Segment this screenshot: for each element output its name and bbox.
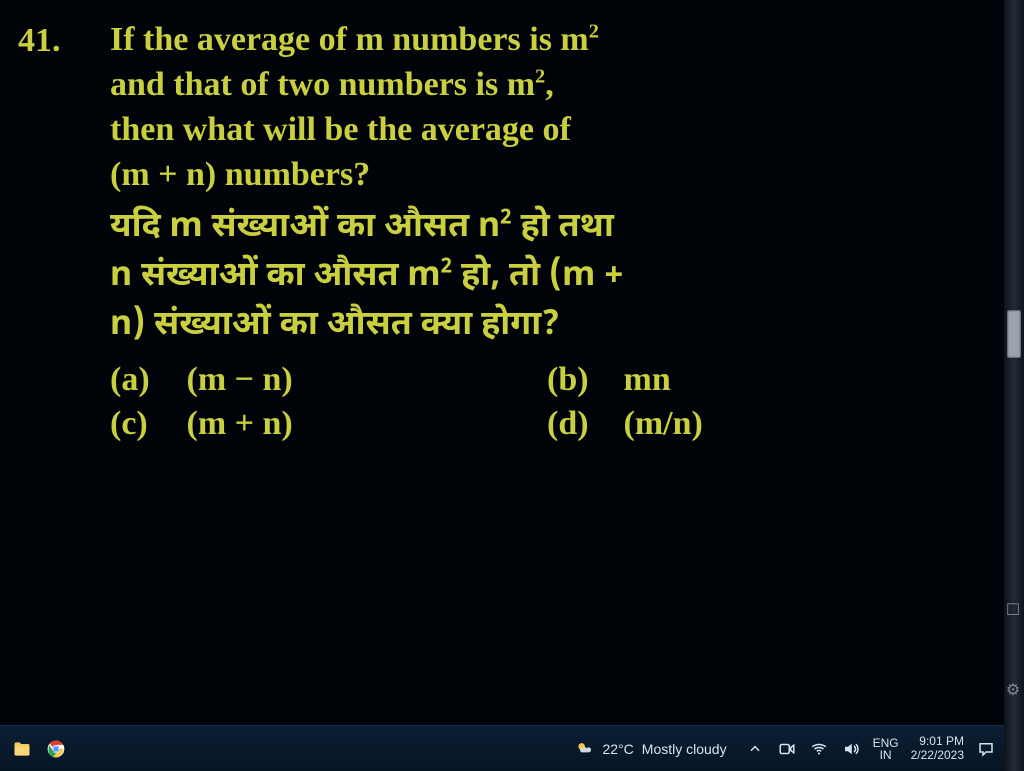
lang-top: ENG [873,737,899,749]
option-b-text: mn [624,361,671,398]
q-en-sup2: 2 [535,66,545,88]
option-b[interactable]: (b) mn [547,361,924,399]
language-indicator[interactable]: ENG IN [873,737,899,761]
q-en-part2: and that of two numbers is m [110,66,535,103]
option-a[interactable]: (a) (m − n) [110,361,487,399]
question-hindi: यदि m संख्याओं का औसत n2 हो तथा n संख्या… [110,204,924,352]
question-number: 41. [18,22,61,60]
lang-bottom: IN [880,749,892,761]
q-hi-part1b: हो तथा [512,206,614,250]
option-d[interactable]: (d) (m/n) [547,405,924,443]
option-d-label: (d) [547,405,615,443]
meet-now-icon[interactable] [777,739,797,759]
taskbar-left [0,739,66,759]
chrome-icon[interactable] [46,739,66,759]
scrollbar-thumb[interactable] [1007,310,1021,358]
system-tray: ENG IN 9:01 PM 2/22/2023 [745,735,1004,763]
file-explorer-icon[interactable] [12,739,32,759]
app-screen: 41. If the average of m numbers is m2 an… [0,0,1004,771]
q-en-part3: then what will be the average of [110,111,571,148]
q-en-part4: (m + n) numbers? [110,156,370,193]
wifi-icon[interactable] [809,739,829,759]
right-edge: ☐ ⚙ [1004,0,1024,771]
question-block: If the average of m numbers is m2 and th… [110,18,924,443]
side-glyph-2: ⚙ [1004,680,1022,700]
q-en-comma: , [545,66,554,103]
q-hi-part3: n) संख्याओं का औसत क्या होगा? [110,304,560,348]
weather-temp: 22°C [603,741,634,757]
weather-cloud-icon [575,739,595,759]
volume-icon[interactable] [841,739,861,759]
option-c-text: (m + n) [187,405,293,442]
side-glyph-1: ☐ [1004,600,1022,620]
q-hi-sup1: 2 [500,206,512,232]
weather-widget[interactable]: 22°C Mostly cloudy [575,739,727,759]
weather-text: Mostly cloudy [642,741,727,757]
clock[interactable]: 9:01 PM 2/22/2023 [911,735,964,763]
q-hi-sup2: 2 [441,255,453,281]
question-area: 41. If the average of m numbers is m2 an… [0,0,1004,771]
chevron-up-icon[interactable] [745,739,765,759]
option-c[interactable]: (c) (m + n) [110,405,487,443]
options-grid: (a) (m − n) (b) mn (c) (m + n) (d) (m/n) [110,361,924,443]
q-en-sup1: 2 [589,21,599,43]
option-c-label: (c) [110,405,178,443]
taskbar: 22°C Mostly cloudy ENG IN 9:01 PM 2/22 [0,725,1004,771]
question-english: If the average of m numbers is m2 and th… [110,18,924,198]
clock-date: 2/22/2023 [911,749,964,763]
q-en-part1: If the average of m numbers is m [110,21,589,58]
q-hi-part1: यदि m संख्याओं का औसत n [110,206,500,250]
clock-time: 9:01 PM [919,735,964,749]
q-hi-part2b: हो, तो (m + [452,255,623,299]
q-hi-part2: n संख्याओं का औसत m [110,255,441,299]
action-center-icon[interactable] [976,739,996,759]
option-a-text: (m − n) [187,361,293,398]
option-d-text: (m/n) [624,405,703,442]
option-a-label: (a) [110,361,178,399]
option-b-label: (b) [547,361,615,399]
